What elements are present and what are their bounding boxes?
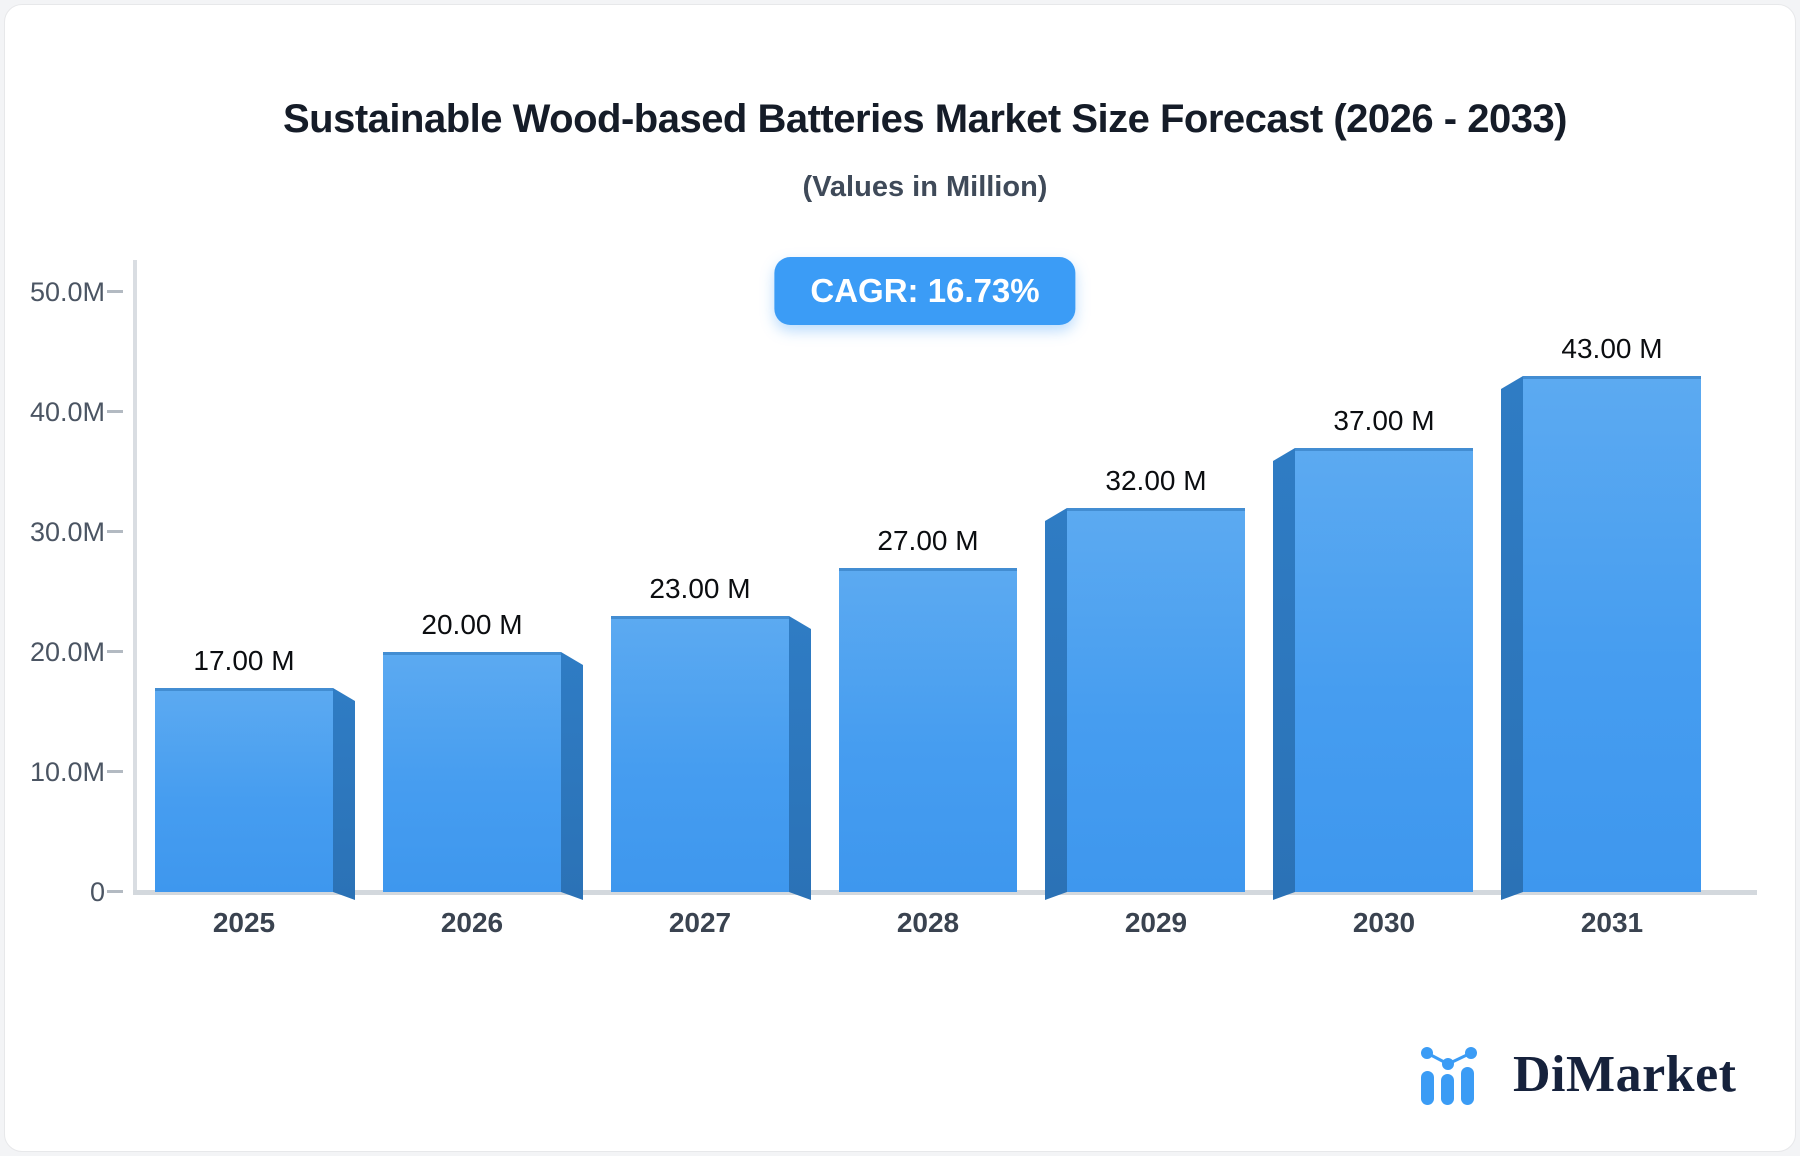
brand-logo: DiMarket [1419, 1043, 1736, 1107]
chart-title: Sustainable Wood-based Batteries Market … [282, 97, 1568, 141]
x-tick-label: 2031 [1580, 907, 1644, 938]
bar [611, 616, 789, 892]
y-tick-label: 20.0M [29, 637, 105, 667]
y-tick-label: 30.0M [29, 517, 105, 547]
chart-card: Sustainable Wood-based Batteries Market … [4, 4, 1796, 1152]
y-tick-label: 0 [89, 877, 105, 907]
bar [1067, 508, 1245, 892]
x-tick-label: 2029 [1124, 907, 1188, 938]
bar-value-label: 20.00 M [421, 609, 523, 640]
x-tick-label: 2030 [1352, 907, 1416, 938]
chart-subtitle: (Values in Million) [802, 171, 1048, 203]
y-tick-mark [107, 650, 123, 653]
bar [1523, 376, 1701, 892]
bar-side-3d [1045, 508, 1067, 900]
bar-chart-trend-icon [1421, 1047, 1477, 1105]
x-tick-label: 2027 [668, 907, 732, 938]
x-tick-label: 2028 [896, 907, 960, 938]
bar-side-3d [1273, 448, 1295, 900]
x-tick-label: 2026 [440, 907, 504, 938]
y-tick-label: 40.0M [29, 397, 105, 427]
bar [383, 652, 561, 892]
y-tick-label: 10.0M [29, 757, 105, 787]
bar-value-label: 37.00 M [1333, 405, 1435, 436]
x-tick-label: 2025 [212, 907, 276, 938]
bar-side-3d [1501, 376, 1523, 900]
y-tick-mark [107, 890, 123, 893]
bar [155, 688, 333, 892]
bar-side-3d [789, 616, 811, 900]
bar [1295, 448, 1473, 892]
bar-side-3d [561, 652, 583, 900]
y-tick-mark [107, 770, 123, 773]
y-tick-mark [107, 290, 123, 293]
y-tick-mark [107, 530, 123, 533]
cagr-badge: CAGR: 16.73% [774, 257, 1076, 325]
y-tick-mark [107, 410, 123, 413]
y-tick-label: 50.0M [29, 277, 105, 307]
x-axis-line [133, 890, 1757, 895]
bar-value-label: 43.00 M [1561, 333, 1663, 364]
bar-side-3d [333, 688, 355, 900]
bar-value-label: 32.00 M [1105, 465, 1207, 496]
brand-name: DiMarket [1513, 1046, 1737, 1103]
bar [839, 568, 1017, 892]
bar-value-label: 17.00 M [193, 645, 295, 676]
bar-value-label: 23.00 M [649, 573, 751, 604]
y-axis-line [133, 260, 137, 894]
bar-value-label: 27.00 M [877, 525, 979, 556]
